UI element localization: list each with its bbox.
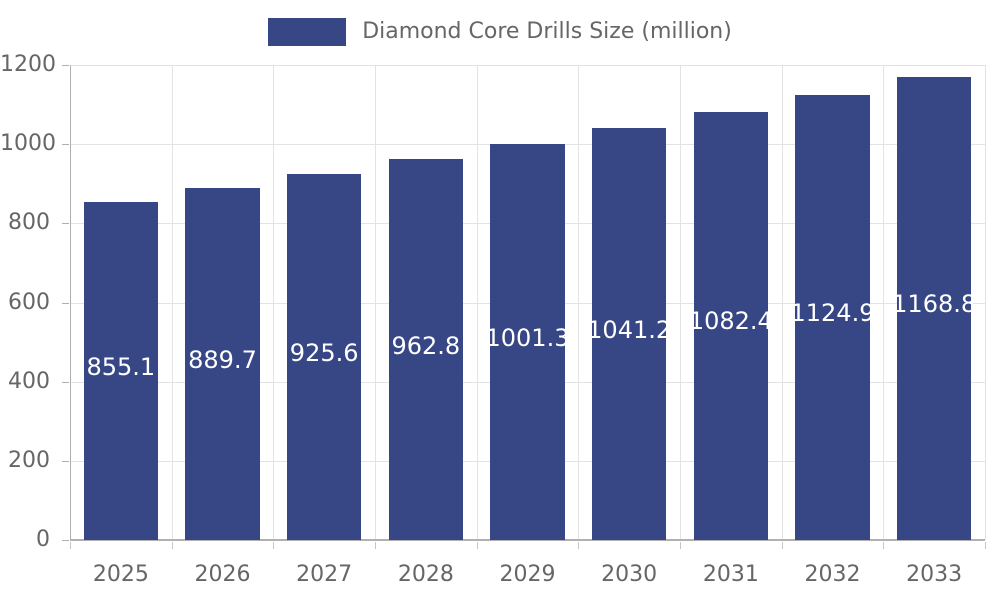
bar-value-label: 1168.8 bbox=[892, 290, 977, 319]
gridline-vertical bbox=[477, 65, 478, 540]
x-axis-tick-label: 2030 bbox=[601, 562, 658, 587]
bar-value-label: 1082.4 bbox=[688, 307, 773, 336]
y-axis-tick-label: 800 bbox=[8, 210, 50, 236]
x-axis-tick-label: 2028 bbox=[397, 562, 454, 587]
y-axis-tick-label: 1200 bbox=[0, 52, 56, 77]
gridline-vertical bbox=[782, 65, 783, 540]
y-axis-tick-mark bbox=[62, 144, 69, 145]
bar-value-label: 1041.2 bbox=[587, 315, 672, 344]
y-axis-tick-label: 0 bbox=[36, 527, 50, 552]
bar-value-label: 855.1 bbox=[86, 353, 156, 382]
x-axis-tick-label: 2032 bbox=[804, 562, 861, 587]
bar[interactable] bbox=[185, 187, 260, 540]
y-axis-tick-mark bbox=[62, 540, 69, 541]
legend-swatch-diamond-core-drills-size bbox=[268, 18, 347, 46]
x-axis-tick-label: 2031 bbox=[702, 562, 759, 587]
gridline-vertical bbox=[680, 65, 681, 540]
bar-value-label: 925.6 bbox=[289, 339, 359, 368]
x-axis-tick-mark bbox=[782, 542, 783, 549]
bar-value-label: 1001.3 bbox=[485, 323, 570, 352]
y-axis-tick-mark bbox=[62, 461, 69, 462]
bar[interactable] bbox=[490, 143, 565, 540]
gridline-vertical bbox=[578, 65, 579, 540]
y-axis-tick-mark bbox=[62, 382, 69, 383]
y-axis-tick-mark bbox=[62, 65, 69, 66]
gridline-vertical bbox=[273, 65, 274, 540]
y-axis-tick-label: 600 bbox=[8, 289, 50, 315]
y-axis-tick-label: 200 bbox=[8, 447, 50, 473]
bar-value-label: 889.7 bbox=[188, 346, 257, 375]
x-axis-tick-mark bbox=[883, 542, 884, 549]
x-axis-tick-label: 2025 bbox=[92, 562, 149, 587]
bar[interactable] bbox=[388, 158, 463, 540]
x-axis-tick-mark bbox=[375, 542, 376, 549]
x-axis-tick-mark bbox=[578, 542, 579, 549]
x-axis-tick-label: 2026 bbox=[194, 562, 251, 587]
gridline-vertical bbox=[883, 65, 884, 540]
x-axis-tick-label: 2033 bbox=[906, 562, 963, 587]
x-axis-tick-mark bbox=[273, 542, 274, 549]
bar[interactable] bbox=[287, 173, 362, 540]
bar[interactable] bbox=[693, 111, 768, 540]
chart-legend: Diamond Core Drills Size (million) bbox=[0, 10, 1000, 54]
bar[interactable] bbox=[795, 94, 870, 540]
x-axis-line bbox=[70, 539, 985, 541]
x-axis-tick-mark bbox=[477, 542, 478, 549]
y-axis-tick-label: 400 bbox=[8, 368, 50, 394]
x-axis-tick-mark bbox=[70, 542, 71, 549]
bar-value-label: 1124.9 bbox=[790, 298, 875, 327]
y-axis-line bbox=[70, 65, 71, 540]
bar[interactable] bbox=[83, 201, 158, 540]
y-axis-tick-mark bbox=[62, 223, 69, 224]
x-axis-tick-mark bbox=[172, 542, 173, 549]
bar[interactable] bbox=[897, 77, 972, 540]
gridline-vertical bbox=[172, 65, 173, 540]
x-axis-tick-mark bbox=[985, 542, 986, 549]
gridline-vertical bbox=[985, 65, 986, 540]
plot-area: 855.1 889.7 925.6 962.8 1001.3 1041.2 1082.4 11… bbox=[70, 65, 986, 541]
bar-value-label: 962.8 bbox=[391, 331, 461, 360]
bar[interactable] bbox=[592, 127, 667, 540]
gridline-horizontal bbox=[70, 65, 985, 66]
y-axis-tick-mark bbox=[62, 303, 69, 304]
x-axis-tick-label: 2029 bbox=[499, 562, 556, 587]
legend-label-diamond-core-drills-size: Diamond Core Drills Size (million) bbox=[362, 19, 732, 44]
x-axis-tick-mark bbox=[680, 542, 681, 549]
gridline-vertical bbox=[375, 65, 376, 540]
x-axis-tick-label: 2027 bbox=[296, 562, 353, 587]
y-axis-tick-label: 1000 bbox=[0, 131, 56, 157]
